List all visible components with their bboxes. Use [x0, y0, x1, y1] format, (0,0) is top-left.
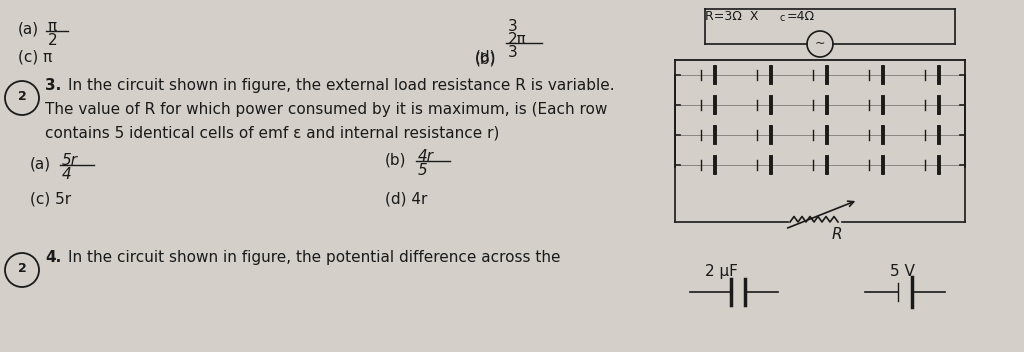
Text: π: π	[48, 19, 57, 34]
Text: R=3Ω  X: R=3Ω X	[705, 10, 759, 23]
Text: (a): (a)	[30, 157, 51, 172]
Text: (c) 5r: (c) 5r	[30, 192, 71, 207]
Text: In the circuit shown in figure, the potential difference across the: In the circuit shown in figure, the pote…	[68, 250, 560, 265]
Text: 2π: 2π	[508, 32, 526, 47]
Text: (a): (a)	[18, 22, 39, 37]
Text: 3: 3	[508, 45, 518, 60]
Text: 4: 4	[62, 167, 72, 182]
Text: contains 5 identical cells of emf ε and internal resistance r): contains 5 identical cells of emf ε and …	[45, 126, 500, 141]
Text: 2: 2	[48, 33, 57, 48]
Text: 5: 5	[418, 163, 428, 178]
Text: 5r: 5r	[62, 153, 78, 168]
Text: 2 μF: 2 μF	[705, 264, 738, 279]
Text: (d): (d)	[475, 49, 497, 64]
Text: (b): (b)	[385, 153, 407, 168]
Text: ~: ~	[815, 37, 825, 50]
Text: =4Ω: =4Ω	[787, 10, 815, 23]
Text: 2: 2	[17, 262, 27, 275]
Text: 5 V: 5 V	[890, 264, 914, 279]
Text: (b): (b)	[475, 52, 497, 67]
Text: The value of R for which power consumed by it is maximum, is (Each row: The value of R for which power consumed …	[45, 102, 607, 117]
Text: 2: 2	[17, 90, 27, 103]
Text: (d) 4r: (d) 4r	[385, 192, 427, 207]
Text: 3: 3	[508, 19, 518, 34]
Text: In the circuit shown in figure, the external load resistance R is variable.: In the circuit shown in figure, the exte…	[68, 78, 614, 93]
Text: (c) π: (c) π	[18, 49, 52, 64]
Text: R: R	[831, 227, 843, 242]
Text: 3.: 3.	[45, 78, 61, 93]
Text: c: c	[780, 13, 785, 23]
Text: 4r: 4r	[418, 149, 434, 164]
Text: 4.: 4.	[45, 250, 61, 265]
